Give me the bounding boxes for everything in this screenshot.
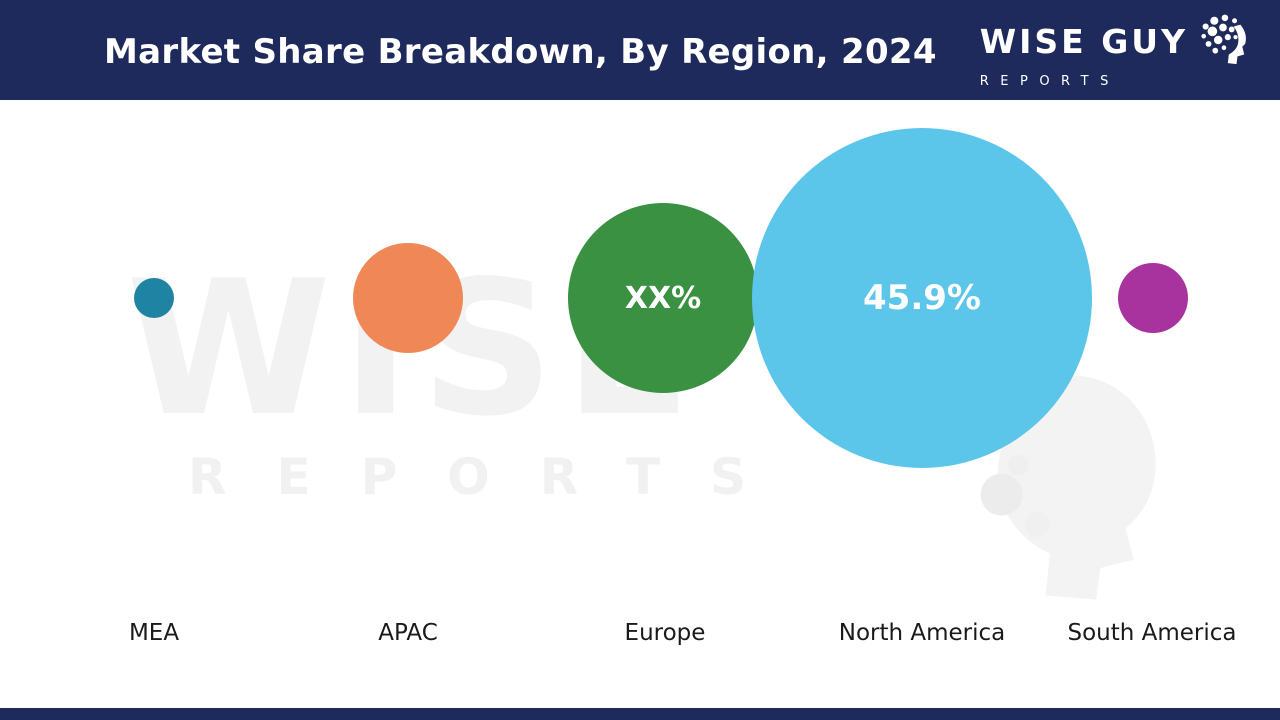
- watermark-subtext: REPORTS: [188, 448, 797, 506]
- bubble-north-america-value: 45.9%: [863, 278, 981, 318]
- logo-subtext: REPORTS: [979, 74, 1120, 89]
- head-profile-icon: [1196, 11, 1250, 71]
- bubble-europe: XX%: [568, 203, 758, 393]
- watermark-head-icon: [980, 375, 1156, 600]
- page-title: Market Share Breakdown, By Region, 2024: [104, 32, 937, 72]
- label-north-america: North America: [838, 620, 1006, 646]
- header: Market Share Breakdown, By Region, 2024 …: [0, 0, 1280, 100]
- label-apac: APAC: [378, 620, 438, 646]
- footer-bar: [0, 708, 1280, 720]
- bubble-apac: [353, 243, 463, 353]
- label-mea: MEA: [128, 620, 180, 646]
- bubble-chart: WISE GU REPORTS XX% 45.9% MEA APAC Europ…: [0, 100, 1280, 720]
- logo-wordmark: WISE GUY: [980, 11, 1250, 71]
- logo-text: WISE GUY: [979, 21, 1188, 61]
- bubble-mea: [134, 278, 174, 318]
- label-europe: Europe: [624, 620, 706, 646]
- bubble-europe-value: XX%: [624, 280, 702, 316]
- wise-guy-reports-logo: WISE GUY REPORTS: [980, 11, 1250, 89]
- bubble-north-america: 45.9%: [752, 128, 1092, 468]
- label-south-america: South America: [1067, 620, 1237, 646]
- bubble-south-america: [1118, 263, 1188, 333]
